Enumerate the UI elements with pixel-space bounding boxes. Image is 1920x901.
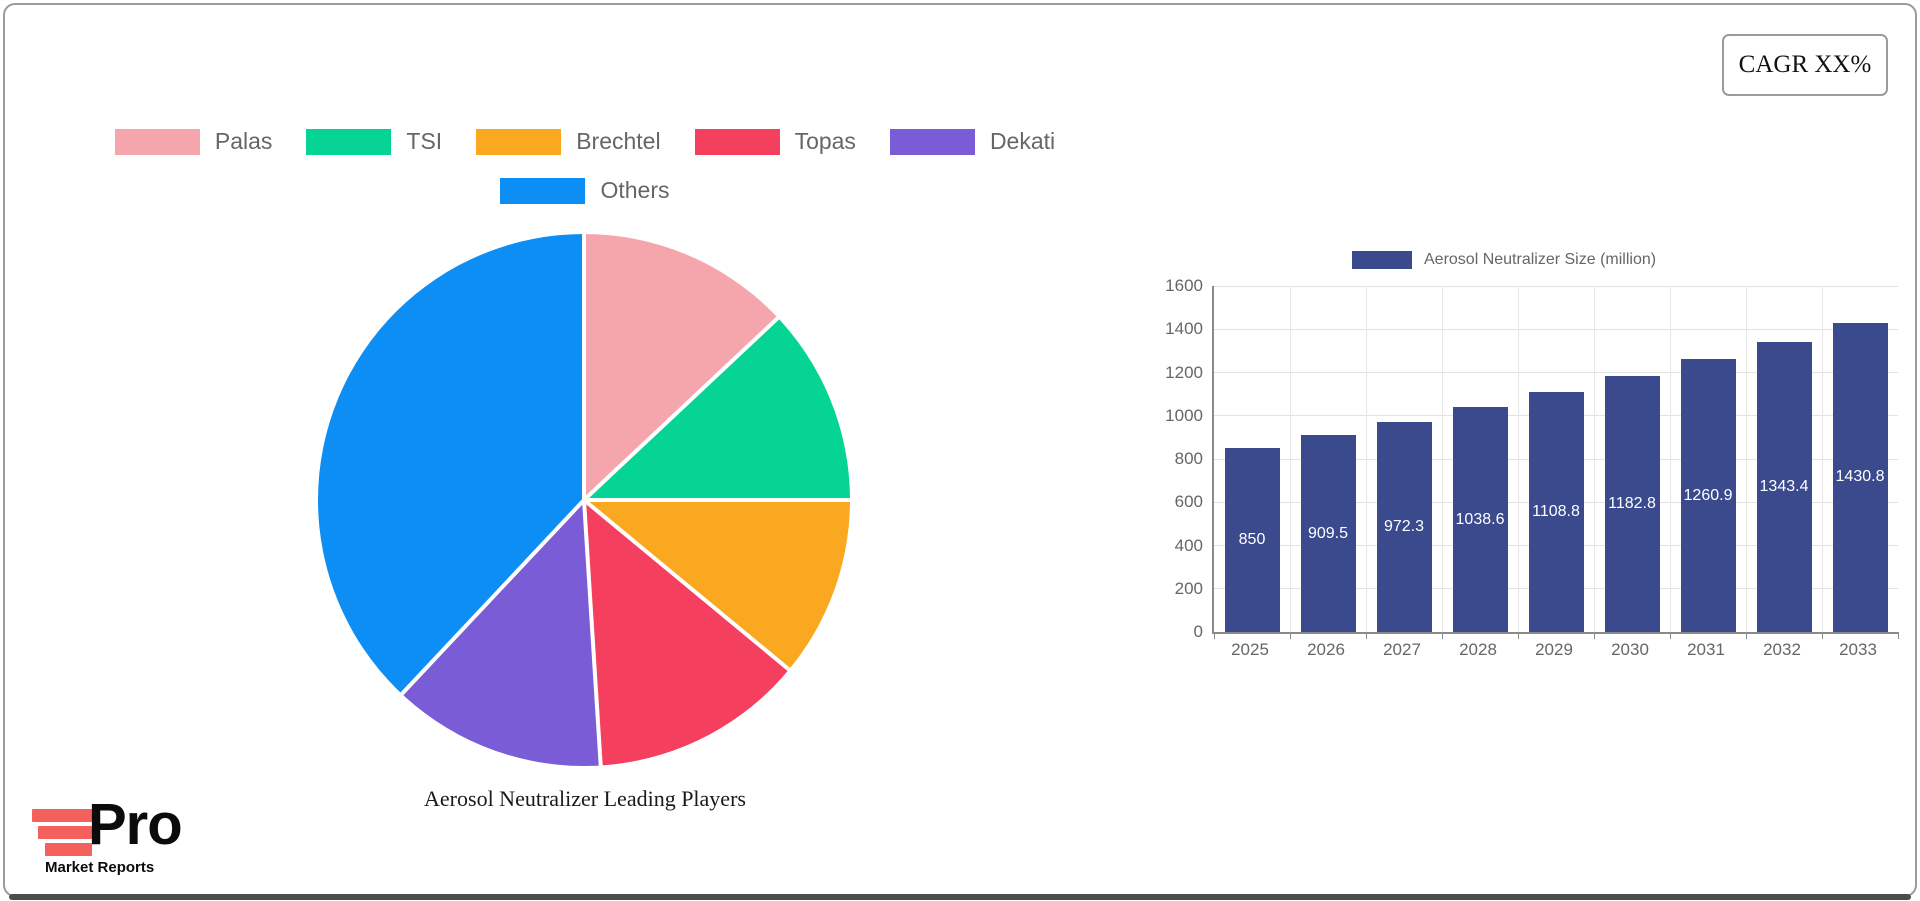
- y-axis-tick-label: 400: [1174, 535, 1203, 555]
- x-axis-tick: [1593, 632, 1595, 639]
- y-axis-tick-label: 1400: [1165, 319, 1203, 339]
- y-axis-tick-label: 0: [1193, 622, 1203, 641]
- cagr-badge: CAGR XX%: [1722, 34, 1888, 96]
- x-axis-tick: [1669, 632, 1671, 639]
- pie-legend-item-topas[interactable]: Topas: [694, 128, 856, 155]
- bar-value-label: 1108.8: [1532, 503, 1580, 521]
- x-axis-tick: [1745, 632, 1747, 639]
- logo-subtitle: Market Reports: [45, 859, 155, 876]
- bar-2028[interactable]: 1038.6: [1452, 407, 1508, 632]
- legend-label: Topas: [794, 128, 856, 154]
- y-axis-tick-label: 600: [1174, 492, 1203, 512]
- x-axis-tick-label: 2029: [1535, 640, 1573, 659]
- gridline-vertical: [1441, 286, 1443, 632]
- bar-2027[interactable]: 972.3: [1376, 421, 1432, 632]
- x-axis-tick: [1289, 632, 1291, 639]
- bar-value-label: 972.3: [1383, 517, 1425, 535]
- x-axis-tick: [1441, 632, 1443, 639]
- legend-label: Others: [600, 177, 670, 203]
- pie-legend-item-tsi[interactable]: TSI: [306, 128, 442, 155]
- gridline-vertical: [1593, 286, 1595, 632]
- pie-slice-separator: [582, 233, 586, 500]
- x-axis-tick-label: 2031: [1687, 640, 1725, 659]
- bar-value-label: 1260.9: [1683, 486, 1733, 504]
- x-axis-tick-label: 2033: [1839, 640, 1877, 659]
- x-axis-tick-label: 2027: [1383, 640, 1421, 659]
- pie-chart[interactable]: [318, 233, 851, 767]
- bar-chart-legend[interactable]: Aerosol Neutralizer Size (million): [1352, 251, 1656, 269]
- pie-slice-separator: [582, 498, 792, 672]
- x-axis-tick: [1517, 632, 1519, 639]
- bar-value-label: 1038.6: [1455, 510, 1505, 528]
- x-axis-tick-label: 2025: [1231, 640, 1269, 659]
- y-axis-tick-label: 200: [1174, 578, 1203, 598]
- bar-legend-swatch: [1352, 251, 1412, 269]
- pie-chart-title: Aerosol Neutralizer Leading Players: [424, 786, 746, 811]
- legend-swatch: [476, 128, 562, 155]
- bar-2030[interactable]: 1182.8: [1604, 376, 1660, 632]
- gridline-horizontal: [1214, 285, 1898, 287]
- legend-swatch: [694, 128, 780, 155]
- pie-legend-item-brechtel[interactable]: Brechtel: [476, 128, 661, 155]
- logo: Pro Market Reports: [30, 792, 183, 882]
- legend-label: Palas: [214, 128, 273, 154]
- legend-label: Dekati: [989, 128, 1056, 154]
- legend-swatch: [500, 177, 586, 204]
- pie-slice-separator: [582, 315, 781, 502]
- gridline-vertical: [1517, 286, 1519, 632]
- bar-2032[interactable]: 1343.4: [1756, 341, 1812, 632]
- x-axis-tick-label: 2026: [1307, 640, 1345, 659]
- gridline-vertical: [1289, 286, 1291, 632]
- y-axis-tick-label: 1000: [1165, 405, 1203, 425]
- legend-swatch: [889, 128, 975, 155]
- bar-2029[interactable]: 1108.8: [1528, 392, 1584, 632]
- gridline-vertical: [1669, 286, 1671, 632]
- bar-2026[interactable]: 909.5: [1300, 435, 1356, 632]
- bar-2031[interactable]: 1260.9: [1680, 359, 1736, 632]
- bar-2033[interactable]: 1430.8: [1832, 322, 1888, 632]
- y-axis-tick-label: 800: [1174, 449, 1203, 468]
- x-axis-tick-label: 2032: [1763, 640, 1801, 659]
- legend-label: TSI: [406, 128, 443, 154]
- pie-slice-separator: [399, 498, 586, 697]
- gridline-horizontal: [1214, 372, 1898, 373]
- y-axis-tick-label: 1200: [1165, 362, 1203, 382]
- bar-value-label: 909.5: [1307, 524, 1349, 542]
- legend-swatch: [114, 128, 200, 155]
- legend-label: Brechtel: [576, 128, 661, 154]
- bar-chart-plot: 850 909.5 972.3 1038.6 1108.8 1182.8 1260.9 134…: [1212, 285, 1899, 639]
- x-axis-tick: [1365, 632, 1367, 639]
- pie-legend-item-dekati[interactable]: Dekati: [889, 128, 1056, 155]
- cagr-label: CAGR XX%: [1738, 51, 1872, 78]
- legend-swatch: [306, 128, 392, 155]
- pie-legend-row-2: Others: [0, 177, 1170, 204]
- pie-slice-separator: [584, 498, 851, 502]
- bottom-edge-bar: [9, 894, 1911, 900]
- pie-legend-row-1: Palas TSI Brechtel Topas Dekati: [0, 128, 1170, 155]
- gridline-horizontal: [1214, 328, 1898, 330]
- pie-slice-separator: [582, 499, 603, 767]
- gridline-vertical: [1365, 286, 1367, 632]
- y-axis-tick-label: 1600: [1165, 276, 1203, 295]
- pie-legend-item-palas[interactable]: Palas: [114, 128, 273, 155]
- x-axis-tick-label: 2030: [1611, 640, 1649, 659]
- bar-legend-label: Aerosol Neutralizer Size (million): [1424, 251, 1657, 268]
- bar-value-label: 1430.8: [1835, 468, 1885, 486]
- x-axis-tick: [1821, 632, 1823, 639]
- x-axis-tick: [1213, 632, 1215, 639]
- x-axis-tick: [1897, 632, 1899, 639]
- gridline-vertical: [1745, 286, 1747, 632]
- bar-2025[interactable]: 850: [1224, 448, 1280, 632]
- bar-value-label: 1182.8: [1608, 495, 1656, 513]
- logo-name: Pro: [88, 792, 183, 857]
- x-axis-tick-label: 2028: [1459, 640, 1497, 659]
- pie-legend-item-others[interactable]: Others: [500, 177, 670, 204]
- bar-value-label: 850: [1238, 531, 1266, 549]
- bar-value-label: 1343.4: [1759, 477, 1809, 495]
- gridline-vertical: [1821, 286, 1823, 632]
